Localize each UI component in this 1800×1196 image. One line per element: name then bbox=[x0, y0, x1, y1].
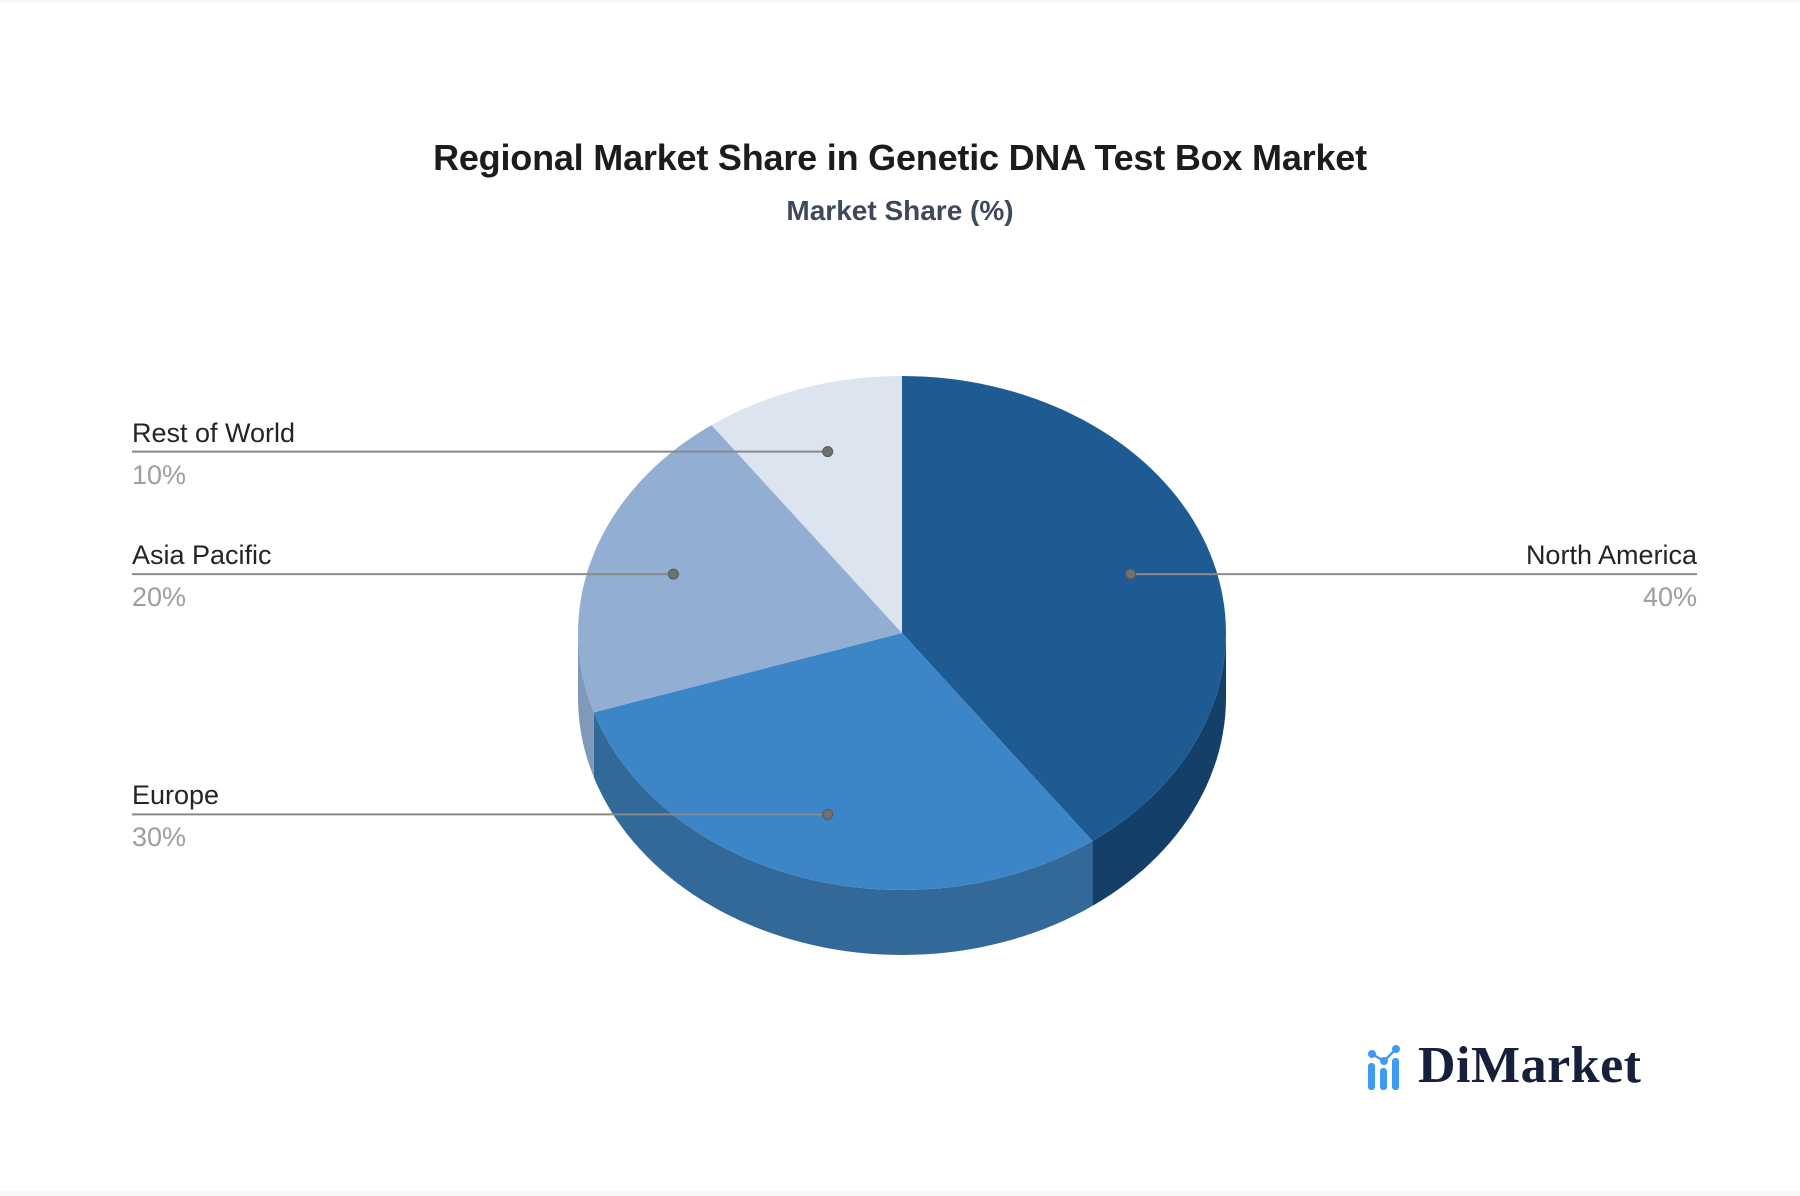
bar-chart-trend-icon bbox=[1368, 1045, 1400, 1090]
brand-logo-text: DiMarket bbox=[1418, 1037, 1642, 1094]
chart-subtitle: Market Share (%) bbox=[786, 195, 1014, 226]
callout-value-rest-of-world: 10% bbox=[132, 460, 187, 490]
callout-value-asia-pacific: 20% bbox=[132, 582, 187, 612]
callout-label-rest-of-world: Rest of World bbox=[132, 418, 296, 448]
callout-value-europe: 30% bbox=[132, 822, 187, 852]
callout-value-north-america: 40% bbox=[1642, 582, 1697, 612]
page-bottom-edge bbox=[0, 1191, 1800, 1196]
callout-label-north-america: North America bbox=[1525, 540, 1697, 570]
brand-logo: DiMarket bbox=[1366, 1040, 1641, 1092]
page-top-edge bbox=[0, 0, 1800, 3]
chart-title: Regional Market Share in Genetic DNA Tes… bbox=[433, 137, 1367, 178]
callout-label-asia-pacific: Asia Pacific bbox=[132, 540, 272, 570]
callout-label-europe: Europe bbox=[132, 780, 220, 810]
